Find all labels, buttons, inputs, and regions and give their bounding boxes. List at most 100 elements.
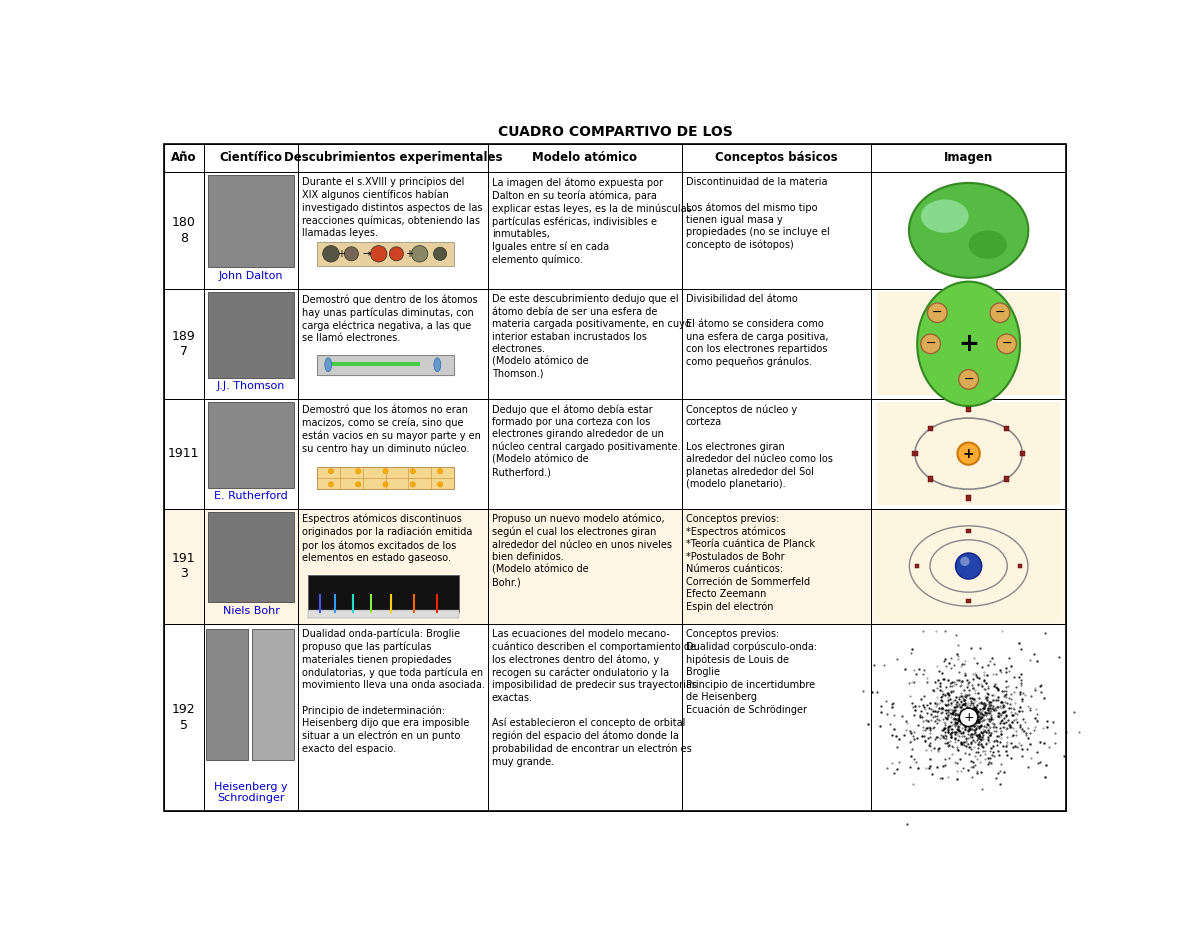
Circle shape bbox=[410, 468, 415, 474]
Bar bbox=[204, 289, 299, 399]
Ellipse shape bbox=[920, 199, 968, 233]
Text: Demostró que dentro de los átomos
hay unas partículas diminutas, con
carga eléct: Demostró que dentro de los átomos hay un… bbox=[302, 295, 478, 343]
Circle shape bbox=[959, 370, 978, 389]
Bar bbox=[204, 509, 299, 624]
Bar bbox=[914, 564, 919, 568]
Ellipse shape bbox=[434, 358, 440, 372]
Bar bbox=[682, 624, 871, 811]
Bar bbox=[204, 624, 299, 811]
Text: Conceptos previos:
*Espectros atómicos
*Teoría cuántica de Planck
*Postulados de: Conceptos previos: *Espectros atómicos *… bbox=[685, 514, 815, 612]
Circle shape bbox=[960, 708, 978, 727]
Text: 180
8: 180 8 bbox=[172, 216, 196, 245]
Bar bbox=[164, 624, 204, 811]
Bar bbox=[871, 399, 1066, 509]
Circle shape bbox=[433, 248, 446, 260]
Bar bbox=[871, 624, 1066, 811]
Circle shape bbox=[928, 303, 947, 323]
Bar bbox=[299, 144, 488, 171]
Bar bbox=[682, 509, 871, 624]
Bar bbox=[912, 451, 918, 456]
Bar bbox=[682, 399, 871, 509]
Bar bbox=[299, 624, 488, 811]
Circle shape bbox=[355, 468, 361, 474]
Bar bbox=[877, 292, 1061, 396]
Bar bbox=[488, 289, 682, 399]
Circle shape bbox=[960, 557, 970, 566]
Bar bbox=[928, 425, 934, 431]
Bar bbox=[1020, 451, 1025, 456]
Text: 1911: 1911 bbox=[168, 447, 199, 460]
Bar bbox=[209, 402, 294, 488]
Bar bbox=[204, 399, 299, 509]
Bar bbox=[206, 629, 248, 760]
Bar bbox=[877, 402, 1061, 505]
Bar bbox=[966, 495, 971, 501]
Bar bbox=[877, 512, 1061, 620]
Bar bbox=[164, 144, 204, 171]
Text: Las ecuaciones del modelo mecano-
cuántico describen el comportamiento de
los el: Las ecuaciones del modelo mecano- cuánti… bbox=[492, 629, 697, 767]
Circle shape bbox=[438, 482, 443, 487]
Circle shape bbox=[329, 468, 334, 474]
Circle shape bbox=[323, 246, 340, 262]
Text: E. Rutherford: E. Rutherford bbox=[214, 490, 288, 501]
Circle shape bbox=[438, 468, 443, 474]
Text: Descubrimientos experimentales: Descubrimientos experimentales bbox=[284, 151, 503, 164]
Bar bbox=[299, 509, 488, 624]
Circle shape bbox=[344, 247, 359, 260]
Circle shape bbox=[920, 334, 941, 353]
Ellipse shape bbox=[968, 231, 1007, 259]
Ellipse shape bbox=[325, 358, 331, 372]
Bar bbox=[299, 171, 488, 289]
Text: +: + bbox=[404, 248, 413, 259]
Bar bbox=[1004, 425, 1009, 431]
Text: −: − bbox=[932, 306, 942, 319]
Bar bbox=[871, 289, 1066, 399]
Text: Demostró que los átomos no eran
macizos, como se creía, sino que
están vacios en: Demostró que los átomos no eran macizos,… bbox=[302, 404, 481, 454]
Bar bbox=[164, 399, 204, 509]
Text: Científico: Científico bbox=[220, 151, 282, 164]
Bar bbox=[299, 289, 488, 399]
Text: −: − bbox=[1001, 337, 1012, 350]
Bar bbox=[308, 610, 460, 617]
Bar bbox=[488, 171, 682, 289]
Text: 192
5: 192 5 bbox=[172, 703, 196, 731]
Text: John Dalton: John Dalton bbox=[218, 272, 283, 281]
Bar bbox=[209, 292, 294, 378]
Bar bbox=[204, 171, 299, 289]
Text: J.J. Thomson: J.J. Thomson bbox=[217, 381, 286, 391]
Circle shape bbox=[383, 482, 388, 487]
Circle shape bbox=[955, 553, 982, 579]
Bar bbox=[209, 512, 294, 602]
Text: Divisibilidad del átomo

El átomo se considera como
una esfera de carga positiva: Divisibilidad del átomo El átomo se cons… bbox=[685, 295, 828, 367]
Text: Discontinuidad de la materia

Los átomos del mismo tipo
tienen igual masa y
prop: Discontinuidad de la materia Los átomos … bbox=[685, 177, 829, 250]
Bar bbox=[308, 576, 460, 612]
Bar bbox=[488, 509, 682, 624]
Bar bbox=[164, 509, 204, 624]
Bar bbox=[331, 362, 420, 366]
Text: Modelo atómico: Modelo atómico bbox=[533, 151, 637, 164]
Text: Dualidad onda-partícula: Broglie
propuso que las partículas
materiales tienen pr: Dualidad onda-partícula: Broglie propuso… bbox=[302, 629, 485, 754]
Text: Dedujo que el átomo debía estar
formado por una corteza con los
electrones giran: Dedujo que el átomo debía estar formado … bbox=[492, 404, 680, 477]
Circle shape bbox=[958, 442, 980, 464]
Text: Imagen: Imagen bbox=[944, 151, 994, 164]
Circle shape bbox=[383, 468, 388, 474]
Text: +: + bbox=[964, 711, 974, 724]
Text: +: + bbox=[958, 332, 979, 356]
Circle shape bbox=[389, 247, 403, 260]
Bar bbox=[871, 171, 1066, 289]
Ellipse shape bbox=[917, 282, 1020, 406]
Bar bbox=[299, 399, 488, 509]
Bar bbox=[966, 407, 971, 412]
Text: Conceptos previos:
Dualidad corpúsculo-onda:
hipótesis de Louis de
Broglie
Princ: Conceptos previos: Dualidad corpúsculo-o… bbox=[685, 629, 817, 716]
Bar bbox=[317, 355, 454, 375]
Bar bbox=[1004, 476, 1009, 482]
Text: →: → bbox=[362, 248, 371, 259]
Text: De este descubrimiento dedujo que el
átomo debía de ser una esfera de
materia ca: De este descubrimiento dedujo que el áto… bbox=[492, 295, 690, 379]
Circle shape bbox=[997, 334, 1016, 353]
Circle shape bbox=[990, 303, 1009, 323]
Text: Conceptos básicos: Conceptos básicos bbox=[715, 151, 838, 164]
Bar bbox=[488, 144, 682, 171]
Circle shape bbox=[371, 246, 386, 262]
Bar bbox=[871, 509, 1066, 624]
Bar bbox=[164, 289, 204, 399]
